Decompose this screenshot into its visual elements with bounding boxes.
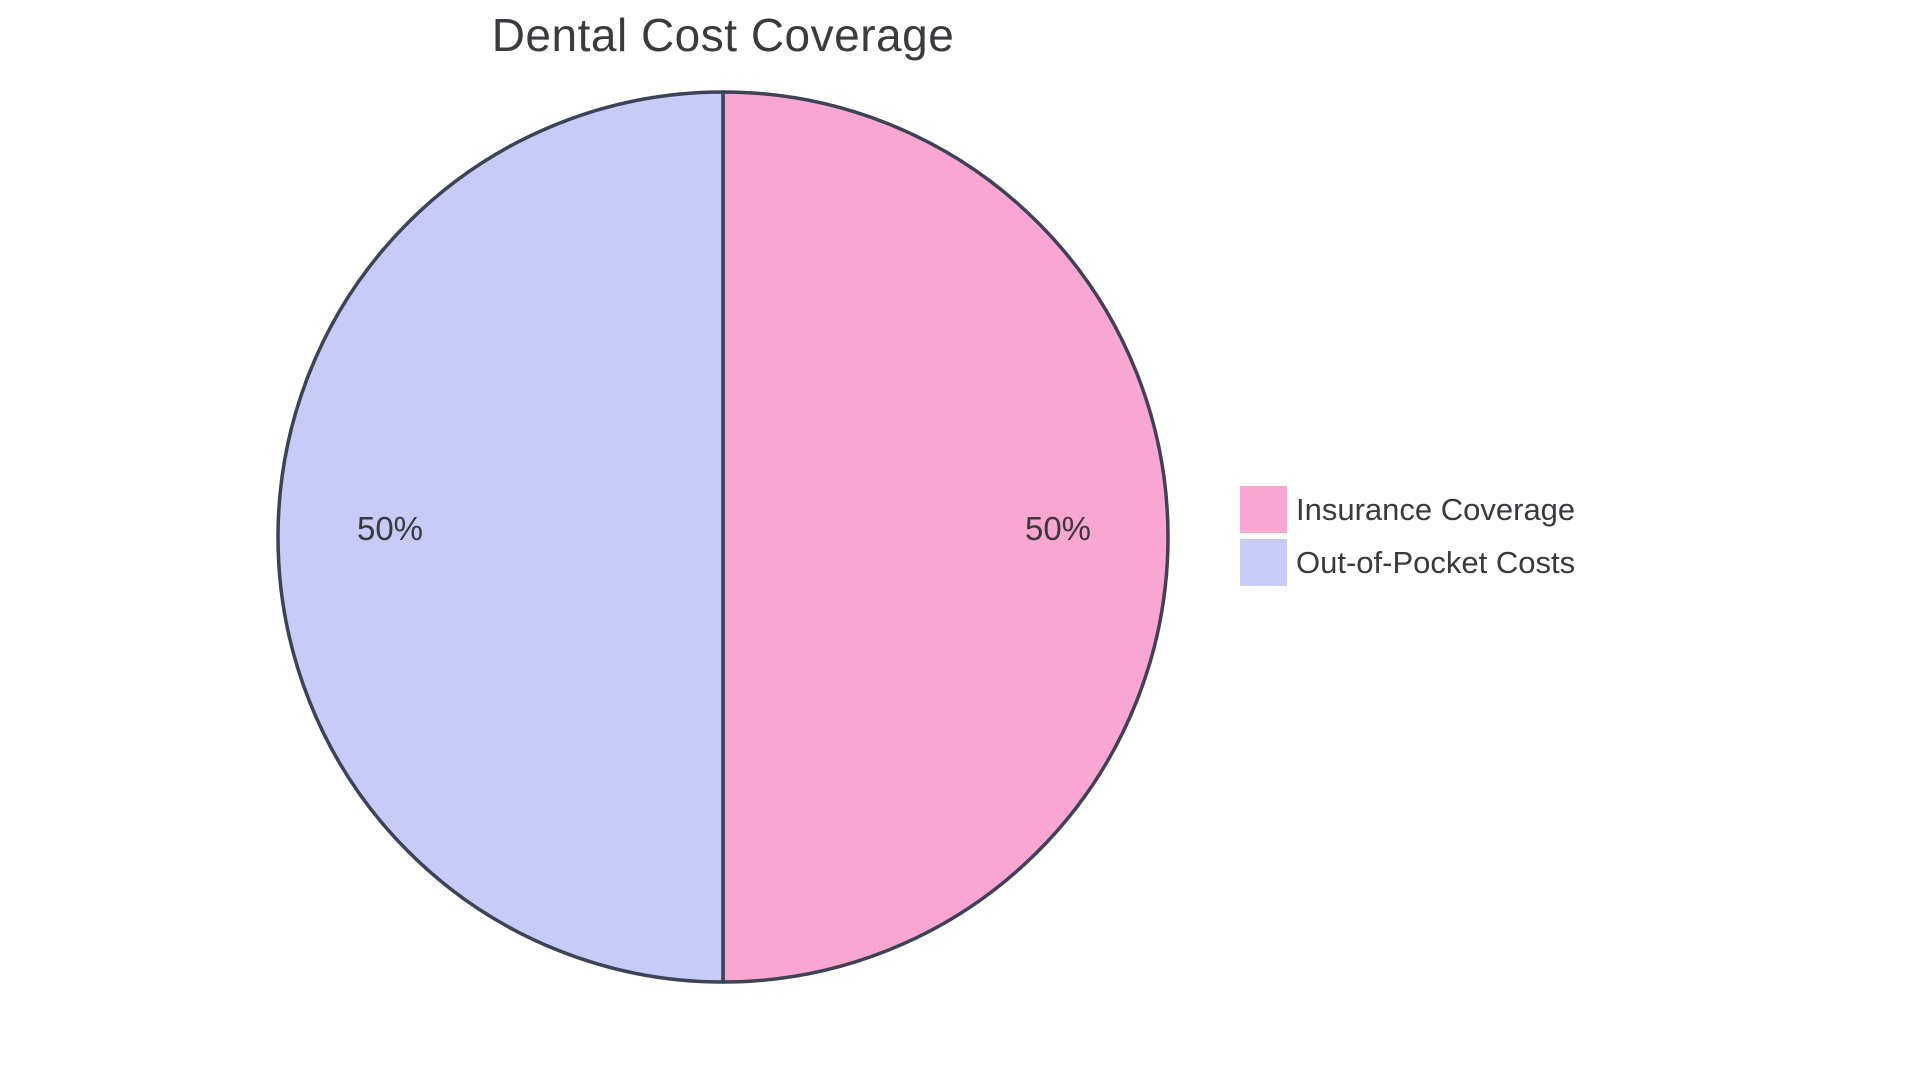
slice-label-out-of-pocket-costs: 50% [356,510,424,547]
pie-slice-insurance-coverage [721,90,1170,984]
legend-label-insurance-coverage: Insurance Coverage [1296,491,1576,527]
legend-swatch-insurance-coverage [1240,486,1287,533]
pie-slice-out-of-pocket-costs [276,90,725,984]
pie-chart [276,90,1170,984]
legend-label-out-of-pocket-costs: Out-of-Pocket Costs [1296,544,1576,580]
legend-item-insurance-coverage: Insurance Coverage [1240,486,1575,533]
chart-title: Dental Cost Coverage [491,9,955,61]
legend-item-out-of-pocket-costs: Out-of-Pocket Costs [1240,539,1575,586]
legend: Insurance Coverage Out-of-Pocket Costs [1240,486,1575,592]
legend-swatch-out-of-pocket-costs [1240,539,1287,586]
slice-label-insurance-coverage: 50% [1024,510,1092,547]
